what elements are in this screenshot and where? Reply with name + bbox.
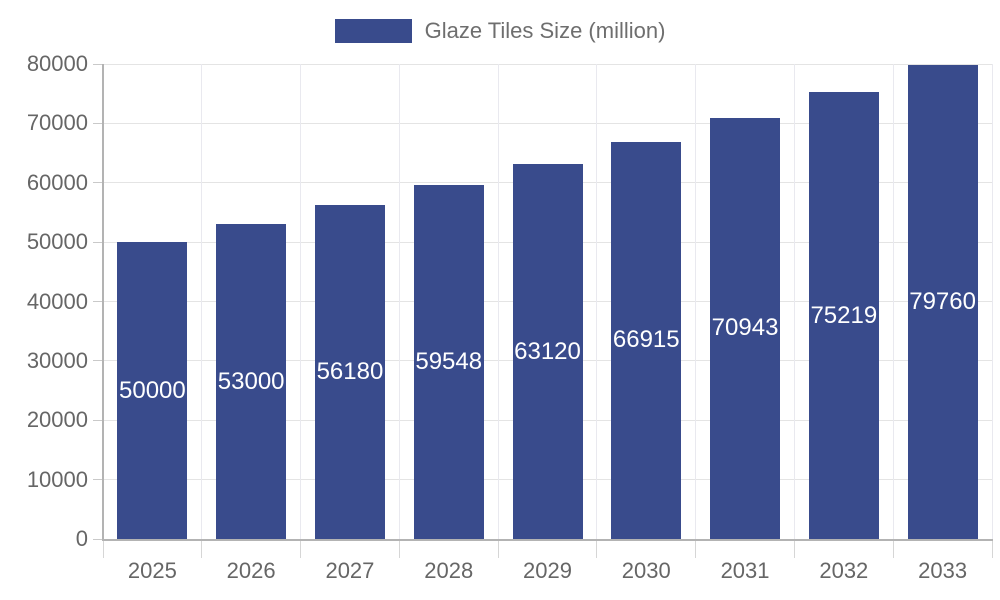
- x-axis-tick: [300, 541, 302, 558]
- x-axis-tick-label: 2029: [523, 558, 572, 583]
- x-axis-tick-label: 2032: [819, 558, 869, 583]
- bar-value-label: 70943: [711, 314, 779, 342]
- y-axis-tick: [93, 241, 103, 243]
- x-axis-tick-label: 2028: [424, 558, 474, 583]
- bar-value-label: 63120: [514, 337, 581, 365]
- y-axis-tick-label: 0: [75, 526, 88, 551]
- y-axis-tick: [93, 479, 103, 481]
- x-gridline: [596, 64, 598, 539]
- bar-value-label: 59548: [415, 348, 483, 376]
- x-axis-tick: [398, 541, 400, 558]
- y-axis-tick-label: 40000: [26, 288, 88, 314]
- y-axis-tick: [93, 419, 103, 421]
- x-gridline: [398, 64, 400, 539]
- legend-label: Glaze Tiles Size (million): [424, 18, 666, 43]
- bar-2031[interactable]: 70943: [710, 117, 781, 539]
- y-axis-tick: [93, 538, 103, 540]
- x-axis-tick: [793, 541, 795, 558]
- x-axis-tick-label: 2026: [226, 558, 276, 583]
- x-axis-tick: [695, 541, 697, 558]
- y-axis-tick-label: 60000: [26, 169, 88, 195]
- bar-2027[interactable]: 56180: [314, 205, 385, 539]
- bar-2025[interactable]: 50000: [117, 242, 188, 539]
- x-axis-tick: [497, 541, 499, 558]
- y-axis-tick: [93, 182, 103, 184]
- y-axis-tick: [93, 63, 103, 65]
- y-gridline: [103, 122, 992, 124]
- bar-value-label: 53000: [217, 367, 285, 395]
- x-axis-tick-label: 2033: [918, 558, 968, 583]
- x-axis-line: [102, 539, 993, 541]
- y-gridline: [103, 63, 992, 65]
- bar-2026[interactable]: 53000: [216, 224, 287, 539]
- x-gridline: [695, 64, 697, 539]
- bar-value-label: 75219: [810, 301, 878, 329]
- x-axis-tick-label: 2031: [720, 558, 770, 583]
- bar-2028[interactable]: 59548: [413, 185, 484, 539]
- x-axis-tick: [596, 541, 598, 558]
- legend[interactable]: Glaze Tiles Size (million): [0, 18, 1000, 44]
- x-axis-tick: [892, 541, 894, 558]
- bar-2029[interactable]: 63120: [512, 164, 583, 539]
- y-axis-line: [102, 64, 104, 541]
- x-axis-tick-label: 2025: [127, 558, 177, 583]
- y-axis-tick-label: 30000: [26, 347, 88, 373]
- y-axis-tick-label: 10000: [26, 466, 88, 492]
- x-gridline: [892, 64, 894, 539]
- x-gridline: [201, 64, 203, 539]
- x-axis-tick: [201, 541, 203, 558]
- x-axis-tick-label: 2027: [325, 558, 375, 583]
- y-axis-tick-label: 80000: [26, 51, 88, 76]
- bar-value-label: 56180: [316, 358, 384, 386]
- x-axis-tick: [991, 541, 993, 558]
- x-gridline: [300, 64, 302, 539]
- y-axis-tick-label: 50000: [26, 229, 88, 255]
- y-axis-tick-label: 70000: [26, 110, 88, 136]
- y-axis-tick-label: 20000: [26, 407, 88, 433]
- x-axis-tick-label: 2030: [621, 558, 671, 583]
- x-gridline: [497, 64, 499, 539]
- x-axis-tick: [102, 541, 104, 558]
- x-gridline: [793, 64, 795, 539]
- bar-value-label: 66915: [612, 326, 680, 354]
- legend-swatch: [334, 19, 412, 43]
- bar-2030[interactable]: 66915: [611, 141, 682, 539]
- bar-value-label: 79760: [909, 288, 976, 316]
- x-gridline: [991, 64, 993, 539]
- bar-2032[interactable]: 75219: [808, 92, 879, 539]
- bar-value-label: 50000: [119, 376, 186, 404]
- y-axis-tick: [93, 122, 103, 124]
- bar-2033[interactable]: 79760: [907, 65, 978, 539]
- y-axis-tick: [93, 360, 103, 362]
- y-axis-tick: [93, 301, 103, 302]
